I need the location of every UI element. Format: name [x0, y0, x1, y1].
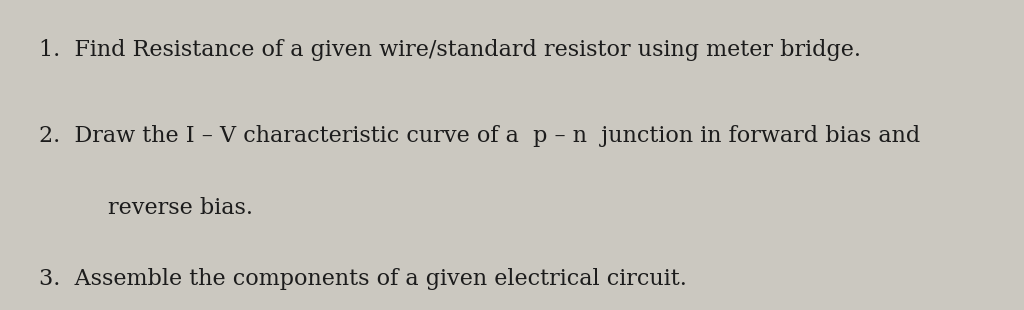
Text: reverse bias.: reverse bias.: [108, 197, 253, 219]
Text: 2.  Draw the I – V characteristic curve of a  p – n  junction in forward bias an: 2. Draw the I – V characteristic curve o…: [39, 126, 921, 147]
Text: 1.  Find Resistance of a given wire/standard resistor using meter bridge.: 1. Find Resistance of a given wire/stand…: [39, 39, 861, 60]
Text: 3.  Assemble the components of a given electrical circuit.: 3. Assemble the components of a given el…: [39, 268, 687, 290]
